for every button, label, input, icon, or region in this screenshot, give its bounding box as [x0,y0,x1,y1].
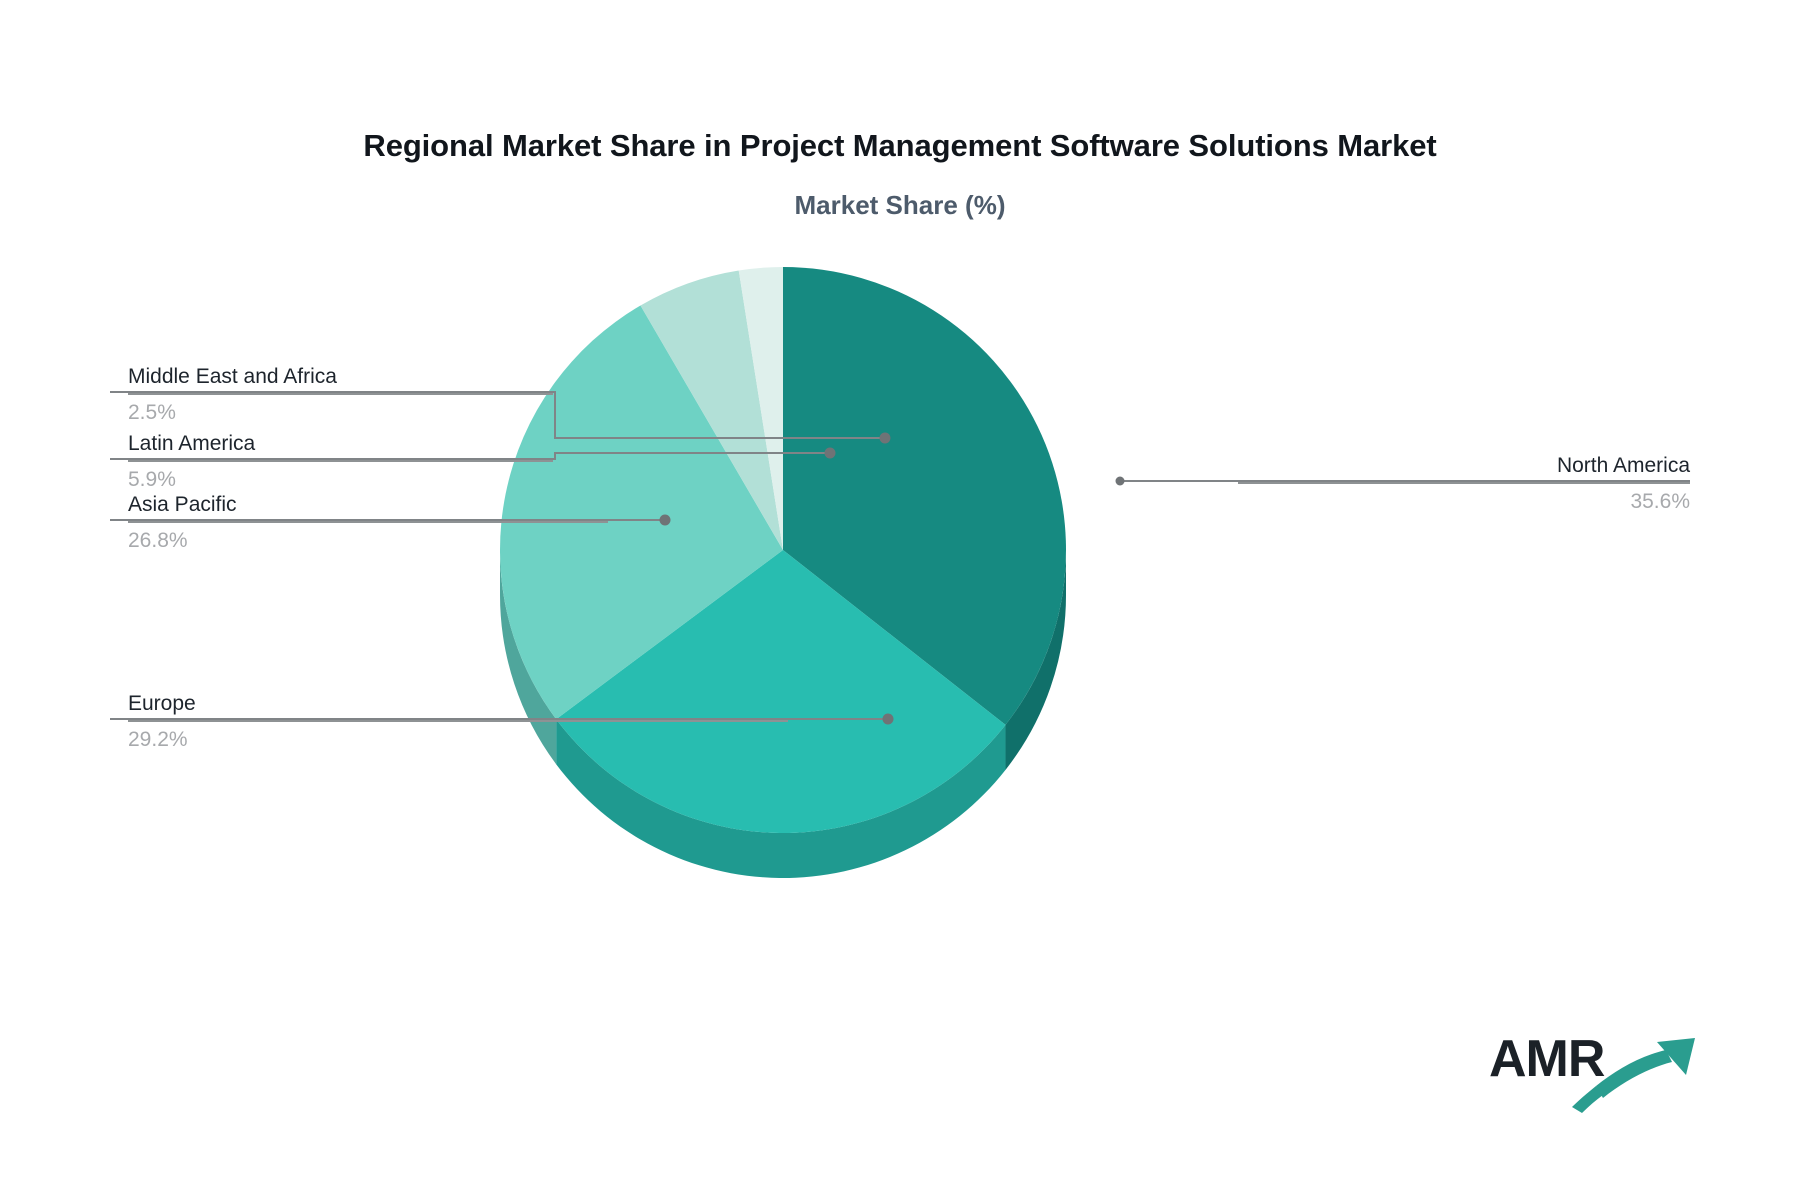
leader-dot-asia-pacific [659,514,671,526]
leader-dot-europe [882,713,894,725]
pie-slices [500,267,1066,833]
slice-europe[interactable] [556,550,1006,833]
slice-asia-pacific[interactable] [500,305,783,720]
amr-logo-text: AMR [1489,1030,1605,1088]
callout-latin-america: Latin America 5.9% [128,431,553,495]
callout-rule-asia-pacific [128,521,608,523]
callout-value-north-america: 35.6% [1630,490,1690,513]
leader-line-latin-america [110,452,830,460]
callout-rule-middle-east-africa [128,393,553,395]
slice-depth-north-america [1005,550,1066,770]
callout-value-asia-pacific: 26.8% [128,529,188,552]
slice-depth-europe [556,719,1006,878]
leader-dot-north-america [1115,476,1125,486]
callout-label-latin-america: Latin America [128,432,256,455]
callout-label-middle-east-africa: Middle East and Africa [128,365,337,388]
callout-rule-latin-america [128,460,553,462]
chart-title: Regional Market Share in Project Managem… [363,128,1437,163]
callout-label-north-america: North America [1556,454,1690,477]
callout-rule-europe [128,720,788,722]
slice-latin-america[interactable] [640,270,783,550]
callout-europe: Europe 29.2% [128,691,788,755]
pie-depth-walls [500,550,1066,878]
leader-line-middle-east-africa [110,391,885,439]
slice-depth-asia-pacific [500,550,557,765]
callout-value-middle-east-africa: 2.5% [128,401,176,424]
amr-arrow-icon [1572,1038,1695,1113]
amr-logo: AMR [1489,1030,1669,1102]
callout-middle-east-africa: Middle East and Africa 2.5% [128,364,553,428]
slice-middle-east-and-africa[interactable] [738,267,783,550]
leader-dot-latin-america [824,447,836,459]
slice-north-america[interactable] [783,267,1066,725]
leader-dots [659,432,1125,725]
callout-label-asia-pacific: Asia Pacific [128,493,237,516]
callout-rule-north-america [1238,482,1690,484]
callout-label-europe: Europe [128,692,196,715]
chart-subtitle: Market Share (%) [794,190,1006,220]
callout-value-europe: 29.2% [128,728,188,751]
leader-dot-middle-east-africa [879,432,891,444]
callout-north-america: North America 35.6% [1238,453,1690,517]
callout-value-latin-america: 5.9% [128,468,176,491]
callout-asia-pacific: Asia Pacific 26.8% [128,492,608,556]
leader-lines [110,391,1690,720]
